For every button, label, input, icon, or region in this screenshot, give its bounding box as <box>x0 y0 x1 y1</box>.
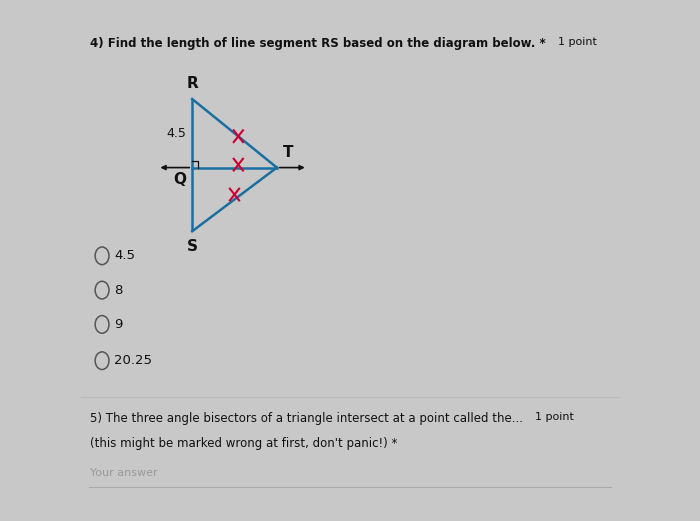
Text: 5) The three angle bisectors of a triangle intersect at a point called the...: 5) The three angle bisectors of a triang… <box>90 412 523 425</box>
Text: 1 point: 1 point <box>558 37 597 47</box>
Text: 20.25: 20.25 <box>114 354 153 367</box>
Text: 9: 9 <box>114 318 122 331</box>
Text: R: R <box>186 76 198 91</box>
Text: S: S <box>187 239 197 254</box>
Text: T: T <box>283 145 293 160</box>
Text: Your answer: Your answer <box>90 468 158 478</box>
Text: 4.5: 4.5 <box>114 250 135 262</box>
Text: 4) Find the length of line segment RS based on the diagram below. *: 4) Find the length of line segment RS ba… <box>90 37 545 50</box>
Text: 1 point: 1 point <box>535 412 574 422</box>
Text: Q: Q <box>173 172 186 188</box>
Text: 4.5: 4.5 <box>166 127 186 140</box>
Text: 8: 8 <box>114 283 122 296</box>
Text: (this might be marked wrong at first, don't panic!) *: (this might be marked wrong at first, do… <box>90 437 397 450</box>
